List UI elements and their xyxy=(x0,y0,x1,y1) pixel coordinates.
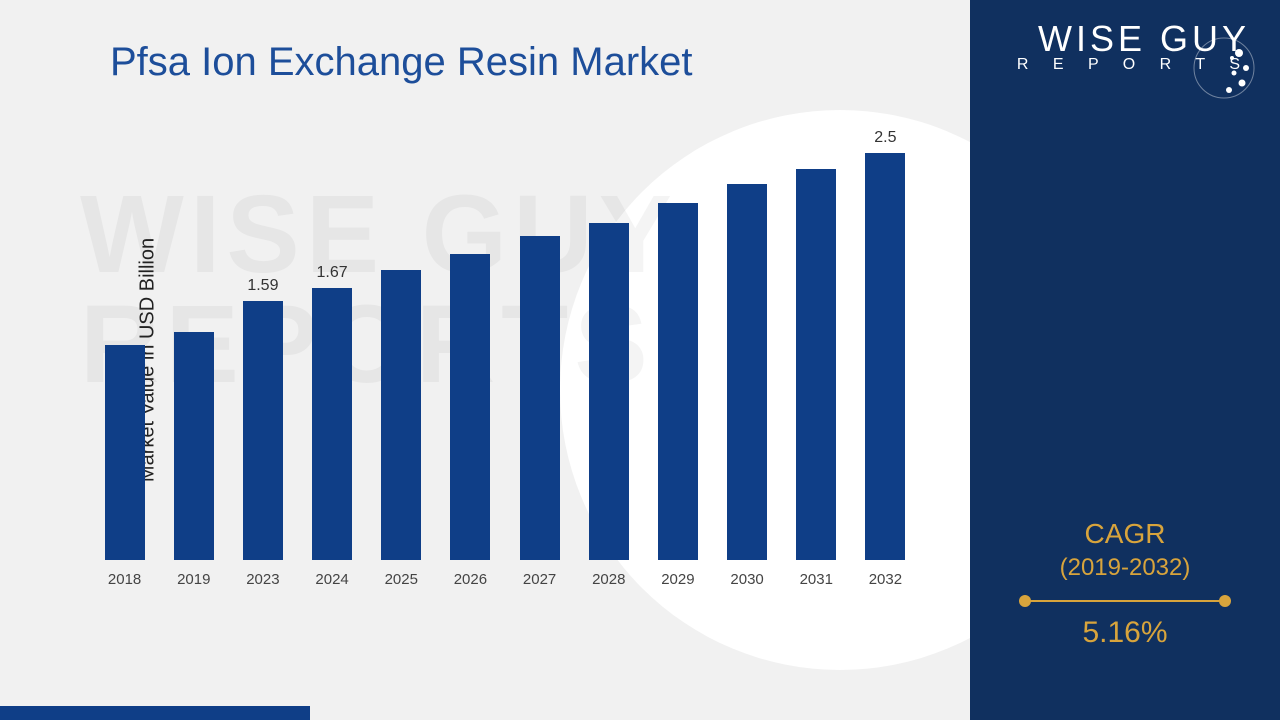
bar xyxy=(727,184,767,560)
logo-head-icon xyxy=(1184,28,1264,108)
x-tick-label: 2024 xyxy=(302,571,362,588)
x-tick-label: 2027 xyxy=(510,571,570,588)
cagr-years: (2019-2032) xyxy=(970,554,1280,582)
bar xyxy=(658,203,698,560)
x-tick-label: 2028 xyxy=(579,571,639,588)
bar xyxy=(105,345,145,560)
cagr-dot-left xyxy=(1019,595,1031,607)
bar: 1.59 xyxy=(243,301,283,560)
x-tick-label: 2025 xyxy=(371,571,431,588)
x-tick-label: 2031 xyxy=(786,571,846,588)
bar-value-label: 2.5 xyxy=(865,129,905,147)
cagr-block: CAGR (2019-2032) 5.16% xyxy=(970,518,1280,650)
bar xyxy=(174,332,214,560)
bar xyxy=(589,223,629,560)
chart-title: Pfsa Ion Exchange Resin Market xyxy=(110,40,693,85)
x-tick-label: 2019 xyxy=(164,571,224,588)
cagr-divider xyxy=(1025,600,1225,602)
bar xyxy=(381,270,421,560)
x-tick-label: 2018 xyxy=(95,571,155,588)
bar-value-label: 1.59 xyxy=(243,277,283,295)
bar xyxy=(450,254,490,560)
cagr-value: 5.16% xyxy=(970,616,1280,650)
bottom-accent-strip xyxy=(0,706,310,720)
plot-area: 201820191.5920231.6720242025202620272028… xyxy=(90,120,920,560)
x-tick-label: 2026 xyxy=(440,571,500,588)
bar xyxy=(520,236,560,560)
x-tick-label: 2029 xyxy=(648,571,708,588)
cagr-dot-right xyxy=(1219,595,1231,607)
bar-value-label: 1.67 xyxy=(312,264,352,282)
bar: 2.5 xyxy=(865,153,905,560)
brand-logo: WISE GUY R E P O R T S xyxy=(1017,18,1250,74)
bar: 1.67 xyxy=(312,288,352,560)
x-tick-label: 2030 xyxy=(717,571,777,588)
x-tick-label: 2023 xyxy=(233,571,293,588)
chart-stage: WISE GUY REPORTS Pfsa Ion Exchange Resin… xyxy=(0,0,1280,720)
x-tick-label: 2032 xyxy=(855,571,915,588)
bar xyxy=(796,169,836,560)
right-panel: WISE GUY R E P O R T S CAGR (2019-2032) … xyxy=(970,0,1280,720)
bar-chart: Market Value in USD Billion 201820191.59… xyxy=(60,120,920,600)
cagr-label: CAGR xyxy=(970,518,1280,550)
